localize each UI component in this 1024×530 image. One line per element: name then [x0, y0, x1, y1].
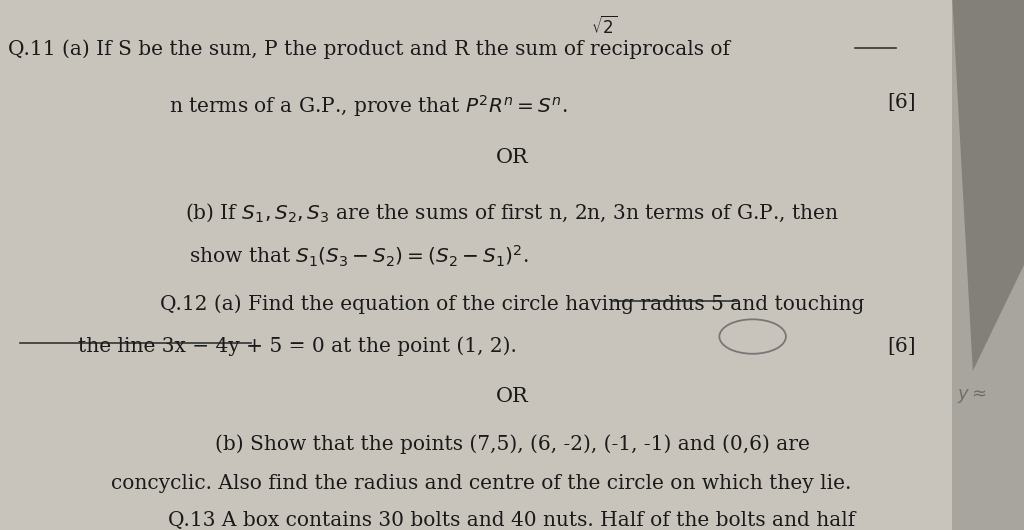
- Text: OR: OR: [496, 148, 528, 167]
- Text: n terms of a G.P., prove that $P^2R^n = S^n$.: n terms of a G.P., prove that $P^2R^n = …: [169, 93, 568, 119]
- Text: show that $S_1(S_3 - S_2) = (S_2 - S_1)^2$.: show that $S_1(S_3 - S_2) = (S_2 - S_1)^…: [188, 244, 528, 269]
- Text: $\sqrt{2}$: $\sqrt{2}$: [591, 16, 617, 38]
- Text: $y\approx$: $y\approx$: [957, 387, 987, 405]
- Text: [6]: [6]: [887, 337, 915, 356]
- Polygon shape: [952, 0, 1024, 371]
- Text: concyclic. Also find the radius and centre of the circle on which they lie.: concyclic. Also find the radius and cent…: [111, 474, 852, 493]
- Text: the line 3x − 4y + 5 = 0 at the point (1, 2).: the line 3x − 4y + 5 = 0 at the point (1…: [78, 337, 516, 356]
- Text: Q.12 (a) Find the equation of the circle having radius 5 and touching: Q.12 (a) Find the equation of the circle…: [160, 294, 864, 314]
- Bar: [952, 0, 1024, 530]
- Text: [6]: [6]: [887, 93, 915, 112]
- Text: OR: OR: [496, 387, 528, 406]
- Text: Q.13 A box contains 30 bolts and 40 nuts. Half of the bolts and half: Q.13 A box contains 30 bolts and 40 nuts…: [168, 511, 856, 530]
- Text: Q.11 (a) If S be the sum, P the product and R the sum of reciprocals of: Q.11 (a) If S be the sum, P the product …: [7, 40, 730, 59]
- Text: (b) If $S_1,S_2,S_3$ are the sums of first n, 2n, 3n terms of G.P., then: (b) If $S_1,S_2,S_3$ are the sums of fir…: [185, 201, 839, 224]
- Text: (b) Show that the points (7,5), (6, -2), (-1, -1) and (0,6) are: (b) Show that the points (7,5), (6, -2),…: [215, 435, 809, 454]
